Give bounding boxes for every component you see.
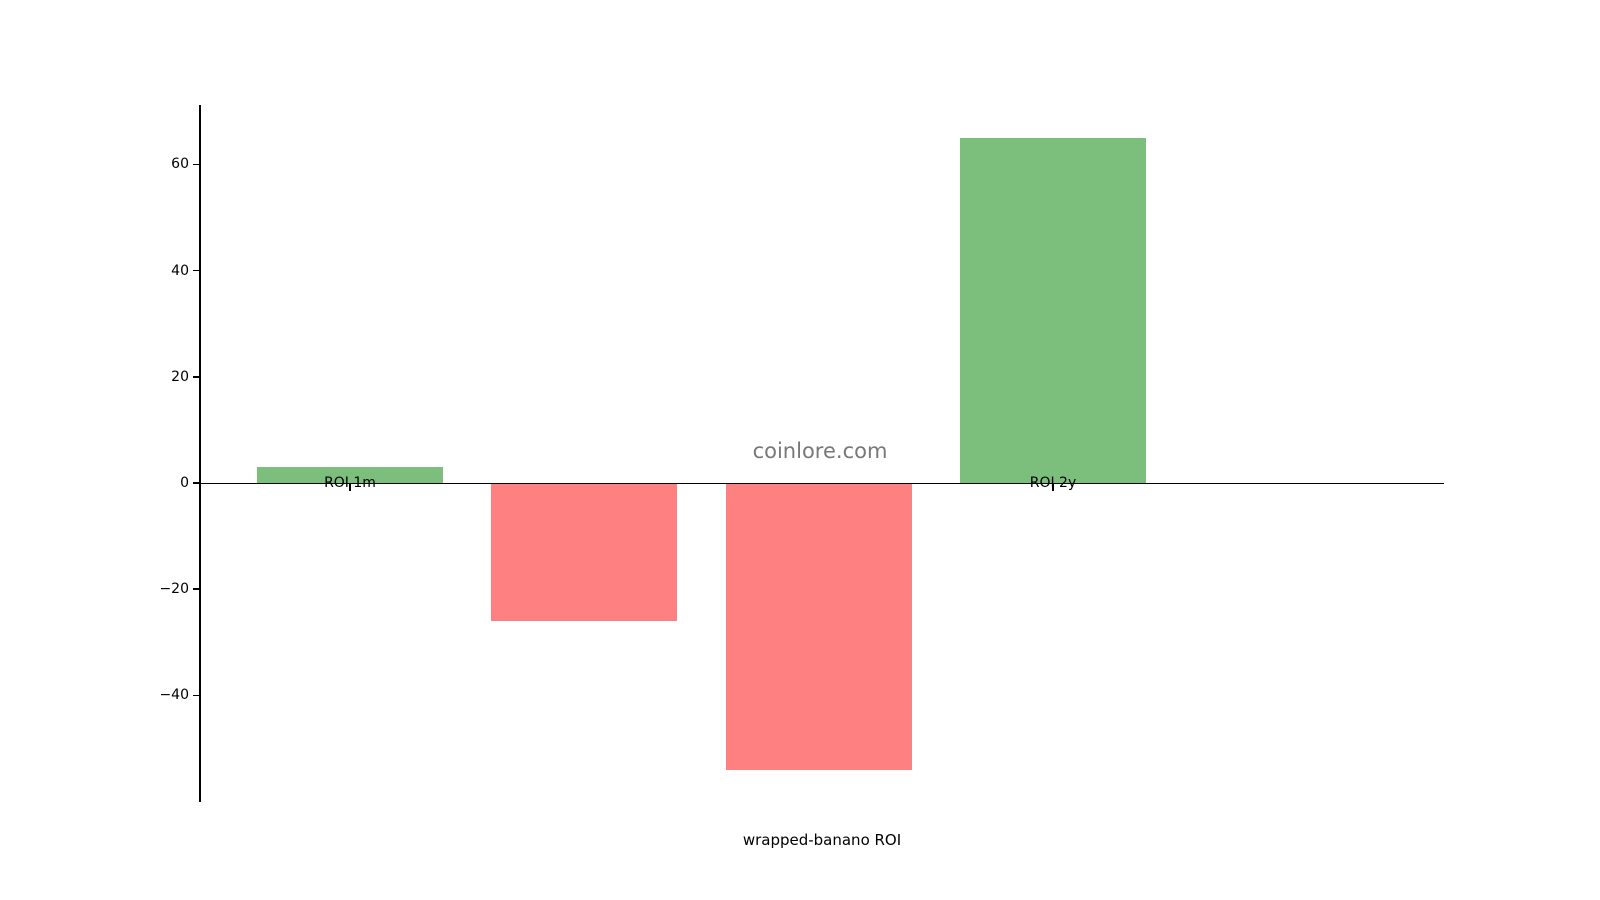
x-tick	[349, 483, 351, 491]
x-tick-label: ROI 2y	[1029, 475, 1077, 491]
y-tick-label: 40	[171, 262, 189, 279]
x-axis-title: wrapped-banano ROI	[742, 831, 902, 849]
watermark: coinlore.com	[752, 439, 888, 463]
y-tick	[193, 482, 200, 484]
y-tick	[193, 163, 200, 166]
y-tick-label: 20	[171, 368, 189, 385]
y-tick	[193, 269, 200, 272]
x-tick	[1052, 483, 1054, 491]
y-tick	[193, 376, 200, 378]
y-tick-label: 0	[180, 475, 189, 491]
y-tick	[193, 588, 200, 590]
bar	[257, 467, 443, 483]
x-tick-label: ROI 1m	[324, 475, 376, 491]
y-tick-label: −40	[159, 687, 189, 704]
y-tick-label: −20	[159, 581, 189, 598]
x-axis-line	[200, 482, 1444, 484]
y-tick-label: 60	[171, 156, 189, 173]
y-axis-spine	[199, 105, 201, 802]
bar	[491, 483, 678, 622]
bar	[959, 137, 1146, 483]
bar	[725, 483, 912, 770]
y-tick	[193, 694, 200, 697]
